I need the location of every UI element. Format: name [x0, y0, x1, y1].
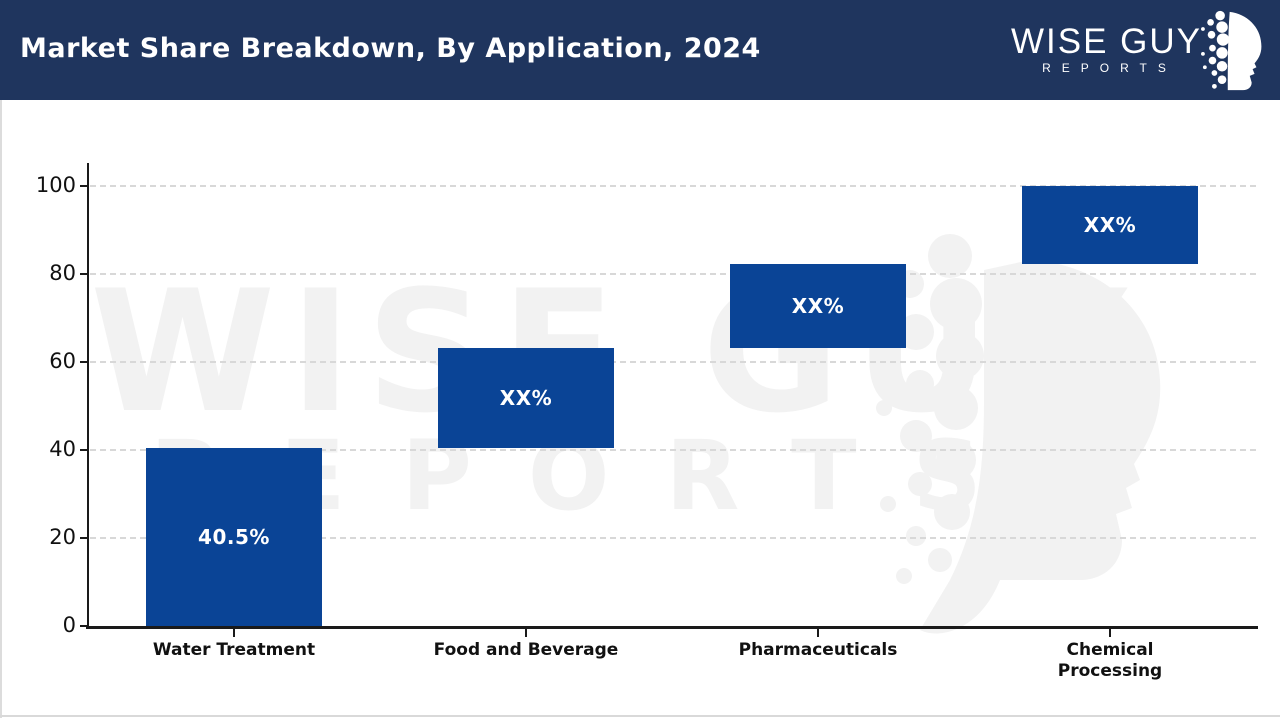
- bar-value-label-food-and-beverage: XX%: [499, 385, 553, 410]
- header-bar: Market Share Breakdown, By Application, …: [0, 0, 1280, 100]
- x-category-label-chemical-processing: Chemical Processing: [1057, 640, 1163, 681]
- gridline-100: [90, 185, 1256, 187]
- y-axis-line: [87, 163, 89, 628]
- watermark-head-dots-graphic: [876, 234, 1161, 634]
- y-tick-mark-60: [80, 361, 88, 363]
- gridline-20: [90, 537, 1256, 539]
- bar-pharmaceuticals: XX%: [730, 263, 906, 348]
- gridline-40: [90, 449, 1256, 451]
- y-tick-label-0: 0: [62, 613, 76, 637]
- x-tick-mark-water-treatment: [233, 629, 235, 637]
- y-tick-mark-40: [80, 449, 88, 451]
- logo-subtitle: REPORTS: [1042, 61, 1177, 75]
- logo-text: WISE GUY REPORTS: [1011, 24, 1202, 76]
- wise-guy-reports-logo: WISE GUY REPORTS: [1011, 8, 1266, 94]
- logo-head-dots-icon: [1201, 10, 1262, 91]
- y-tick-mark-100: [80, 185, 88, 187]
- x-tick-mark-chemical-processing: [1109, 629, 1111, 637]
- gridline-60: [90, 361, 1256, 363]
- x-category-label-food-and-beverage: Food and Beverage: [433, 640, 619, 660]
- y-tick-mark-0: [80, 625, 88, 627]
- y-tick-mark-80: [80, 273, 88, 275]
- x-axis-line: [86, 626, 1258, 629]
- chart-area: 0 20 40 60 80 100 40.5% Water Treatment XX% Food …: [0, 100, 1280, 720]
- left-edge-hairline: [0, 100, 2, 718]
- bar-chemical-processing: XX%: [1022, 186, 1198, 264]
- x-category-label-pharmaceuticals: Pharmaceuticals: [738, 640, 898, 660]
- x-category-label-water-treatment: Water Treatment: [152, 640, 316, 660]
- bar-water-treatment: 40.5%: [146, 447, 322, 626]
- y-tick-label-60: 60: [49, 349, 76, 373]
- y-tick-mark-20: [80, 537, 88, 539]
- gridline-80: [90, 273, 1256, 275]
- y-tick-label-20: 20: [49, 525, 76, 549]
- y-tick-label-40: 40: [49, 437, 76, 461]
- bottom-edge-hairline: [0, 715, 1280, 717]
- bar-value-label-chemical-processing: XX%: [1083, 212, 1137, 237]
- x-tick-mark-food-and-beverage: [525, 629, 527, 637]
- logo-wordmark: WISE GUY: [1010, 22, 1202, 61]
- bar-value-label-water-treatment: 40.5%: [198, 524, 270, 549]
- page-title: Market Share Breakdown, By Application, …: [20, 33, 761, 64]
- y-tick-label-80: 80: [49, 261, 76, 285]
- bar-food-and-beverage: XX%: [438, 347, 614, 448]
- y-tick-label-100: 100: [35, 173, 76, 197]
- x-tick-mark-pharmaceuticals: [817, 629, 819, 637]
- bar-value-label-pharmaceuticals: XX%: [791, 293, 845, 318]
